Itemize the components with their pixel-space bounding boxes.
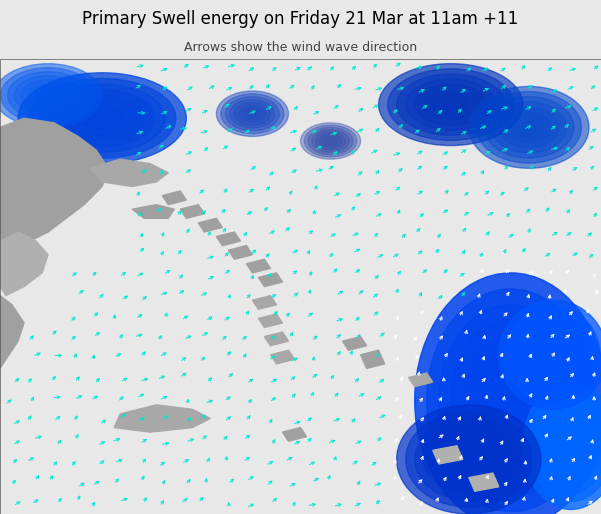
Polygon shape xyxy=(246,259,270,273)
Ellipse shape xyxy=(415,418,523,500)
Polygon shape xyxy=(132,205,174,218)
Ellipse shape xyxy=(535,398,601,493)
Ellipse shape xyxy=(34,87,62,103)
Ellipse shape xyxy=(39,84,165,152)
Ellipse shape xyxy=(559,430,583,462)
Ellipse shape xyxy=(415,273,601,514)
Ellipse shape xyxy=(243,108,261,119)
Polygon shape xyxy=(264,332,288,346)
Ellipse shape xyxy=(29,79,176,158)
Ellipse shape xyxy=(406,79,496,130)
Polygon shape xyxy=(258,273,282,287)
Ellipse shape xyxy=(469,86,589,168)
Polygon shape xyxy=(228,246,252,259)
Ellipse shape xyxy=(433,432,505,487)
Ellipse shape xyxy=(81,107,123,130)
Ellipse shape xyxy=(49,90,155,146)
Polygon shape xyxy=(0,296,24,369)
Polygon shape xyxy=(114,405,210,432)
Ellipse shape xyxy=(523,382,601,509)
Ellipse shape xyxy=(519,321,587,389)
Polygon shape xyxy=(409,373,433,387)
Ellipse shape xyxy=(14,76,82,116)
Text: Arrows show the wind wave direction: Arrows show the wind wave direction xyxy=(184,41,417,54)
Polygon shape xyxy=(469,473,499,491)
Ellipse shape xyxy=(499,107,559,148)
Ellipse shape xyxy=(424,425,514,493)
Polygon shape xyxy=(180,205,204,218)
Ellipse shape xyxy=(216,91,288,136)
Polygon shape xyxy=(198,218,222,232)
Ellipse shape xyxy=(319,134,342,148)
Ellipse shape xyxy=(221,94,284,134)
Polygon shape xyxy=(0,232,48,296)
Ellipse shape xyxy=(230,100,275,128)
Ellipse shape xyxy=(487,369,535,432)
Polygon shape xyxy=(433,446,463,464)
Polygon shape xyxy=(216,232,240,246)
Ellipse shape xyxy=(0,64,102,127)
Ellipse shape xyxy=(239,105,266,122)
Ellipse shape xyxy=(553,422,589,470)
Polygon shape xyxy=(90,159,168,187)
Ellipse shape xyxy=(7,71,89,119)
Polygon shape xyxy=(270,350,294,364)
Ellipse shape xyxy=(415,84,487,125)
Polygon shape xyxy=(343,337,367,350)
Ellipse shape xyxy=(463,337,559,464)
Ellipse shape xyxy=(28,84,69,107)
Ellipse shape xyxy=(71,101,133,135)
Ellipse shape xyxy=(541,406,601,486)
Ellipse shape xyxy=(304,125,357,157)
Ellipse shape xyxy=(526,327,580,382)
Ellipse shape xyxy=(477,91,582,163)
Polygon shape xyxy=(0,118,108,250)
Polygon shape xyxy=(282,428,307,441)
Text: Primary Swell energy on Friday 21 Mar at 11am +11: Primary Swell energy on Friday 21 Mar at… xyxy=(82,10,519,28)
Ellipse shape xyxy=(316,132,346,150)
Ellipse shape xyxy=(499,300,601,409)
Ellipse shape xyxy=(21,80,75,112)
Ellipse shape xyxy=(18,73,186,164)
Ellipse shape xyxy=(1,68,96,123)
Ellipse shape xyxy=(397,405,541,514)
Ellipse shape xyxy=(406,412,532,507)
Ellipse shape xyxy=(505,307,600,402)
Ellipse shape xyxy=(312,130,349,152)
Ellipse shape xyxy=(451,446,487,473)
Ellipse shape xyxy=(439,305,583,496)
Ellipse shape xyxy=(532,334,573,375)
Polygon shape xyxy=(258,314,282,327)
Ellipse shape xyxy=(427,289,595,512)
Ellipse shape xyxy=(379,64,523,145)
Ellipse shape xyxy=(484,97,574,158)
Ellipse shape xyxy=(308,127,353,155)
Polygon shape xyxy=(361,350,385,369)
Ellipse shape xyxy=(442,439,496,480)
Ellipse shape xyxy=(60,96,144,141)
Ellipse shape xyxy=(506,112,552,143)
Ellipse shape xyxy=(397,74,505,135)
Ellipse shape xyxy=(234,102,270,125)
Ellipse shape xyxy=(513,314,594,396)
Ellipse shape xyxy=(529,390,601,502)
Ellipse shape xyxy=(540,341,567,369)
Polygon shape xyxy=(252,296,276,309)
Ellipse shape xyxy=(514,117,544,138)
Ellipse shape xyxy=(300,123,361,159)
Ellipse shape xyxy=(388,69,514,140)
Ellipse shape xyxy=(475,353,547,448)
Polygon shape xyxy=(162,191,186,205)
Ellipse shape xyxy=(225,97,279,131)
Ellipse shape xyxy=(424,89,478,120)
Ellipse shape xyxy=(492,102,567,153)
Ellipse shape xyxy=(547,414,595,478)
Ellipse shape xyxy=(451,321,571,480)
Ellipse shape xyxy=(433,95,469,115)
